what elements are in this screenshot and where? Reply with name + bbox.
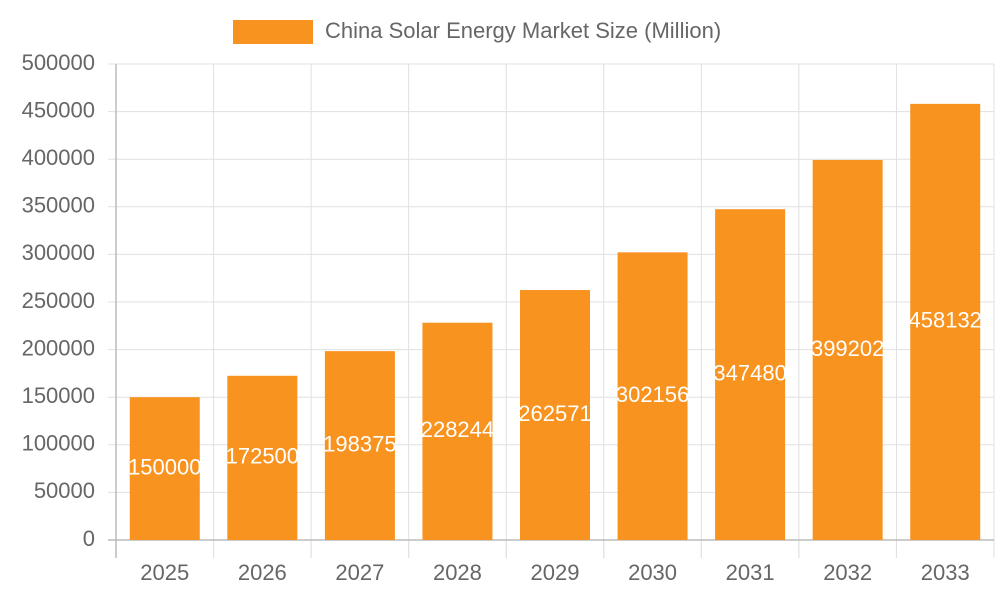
y-tick-label: 450000 bbox=[22, 97, 95, 122]
data-label: 198375 bbox=[323, 431, 396, 456]
bar bbox=[129, 397, 200, 540]
y-tick-label: 50000 bbox=[34, 478, 95, 503]
bar bbox=[910, 103, 981, 540]
bar bbox=[617, 252, 688, 541]
data-label: 399202 bbox=[811, 336, 884, 361]
data-label: 302156 bbox=[616, 382, 689, 407]
data-label: 228244 bbox=[421, 417, 494, 442]
y-tick-label: 200000 bbox=[22, 335, 95, 360]
legend-swatch[interactable] bbox=[233, 20, 313, 44]
data-label: 150000 bbox=[128, 454, 201, 479]
bar bbox=[520, 290, 590, 540]
bar bbox=[324, 351, 395, 540]
y-tick-label: 0 bbox=[83, 526, 95, 551]
x-tick-label: 2026 bbox=[238, 560, 287, 585]
bar bbox=[227, 375, 298, 540]
y-tick-label: 150000 bbox=[22, 383, 95, 408]
y-tick-label: 350000 bbox=[22, 193, 95, 218]
legend-label[interactable]: China Solar Energy Market Size (Million) bbox=[325, 18, 721, 43]
x-tick-label: 2028 bbox=[433, 560, 482, 585]
x-tick-label: 2032 bbox=[823, 560, 872, 585]
bar bbox=[422, 322, 493, 540]
x-tick-label: 2027 bbox=[335, 560, 384, 585]
y-tick-label: 500000 bbox=[22, 50, 95, 75]
data-label: 172500 bbox=[226, 444, 299, 469]
bar bbox=[715, 209, 786, 540]
x-tick-label: 2025 bbox=[140, 560, 189, 585]
x-tick-label: 2031 bbox=[726, 560, 775, 585]
y-tick-label: 300000 bbox=[22, 240, 95, 265]
data-label: 458132 bbox=[909, 308, 982, 333]
y-tick-label: 250000 bbox=[22, 288, 95, 313]
y-tick-label: 400000 bbox=[22, 145, 95, 170]
bar bbox=[812, 159, 883, 540]
data-label: 262571 bbox=[518, 401, 591, 426]
x-tick-label: 2029 bbox=[531, 560, 580, 585]
data-label: 347480 bbox=[713, 360, 786, 385]
x-tick-label: 2033 bbox=[921, 560, 970, 585]
x-tick-label: 2030 bbox=[628, 560, 677, 585]
y-tick-label: 100000 bbox=[22, 431, 95, 456]
